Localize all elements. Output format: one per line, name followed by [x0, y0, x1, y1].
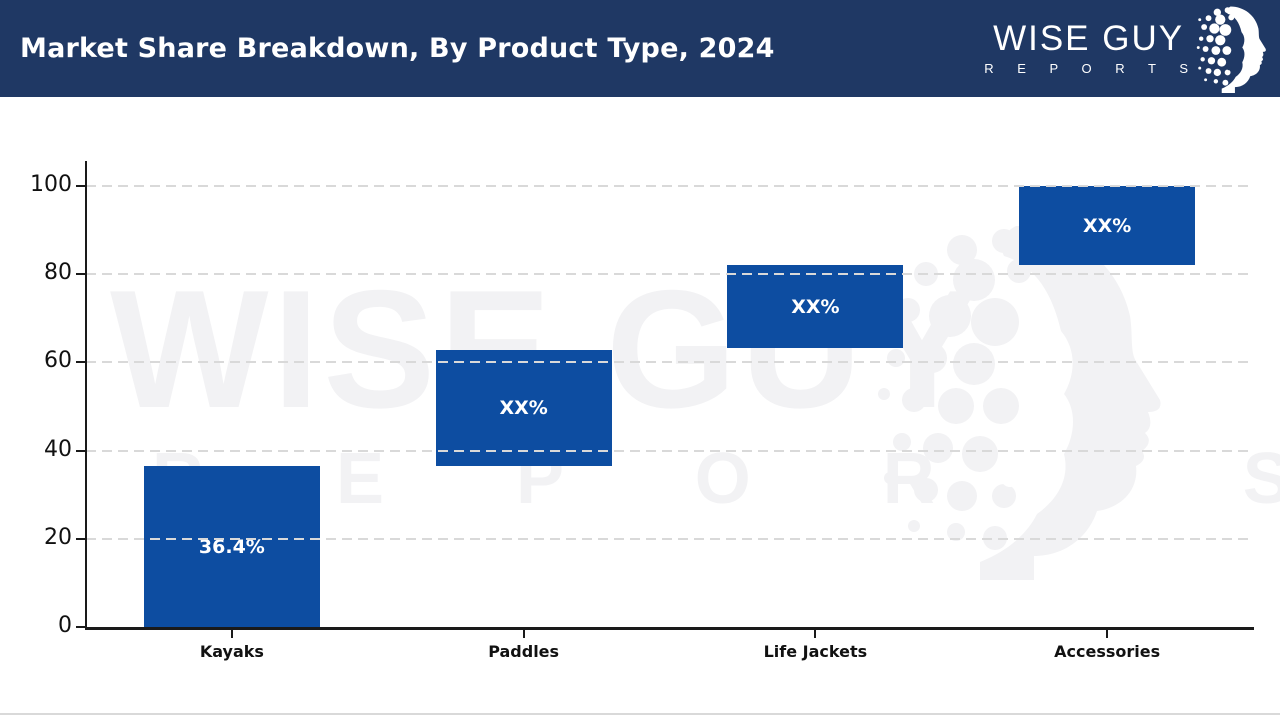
x-tick-1	[522, 630, 525, 638]
bar-paddles: XX%	[435, 350, 612, 467]
gridline-60	[86, 361, 1253, 364]
logo-text: WISE GUY R E P O R T S	[979, 21, 1198, 76]
y-tick-60	[76, 361, 86, 364]
y-tick-80	[76, 273, 86, 276]
bar-life-jackets: XX%	[727, 265, 904, 349]
logo-wordmark: WISE GUY	[993, 19, 1185, 58]
x-tick-0	[230, 630, 233, 638]
gridline-80	[86, 273, 1253, 276]
category-label-life-jackets: Life Jackets	[763, 642, 868, 661]
x-tick-2	[814, 630, 817, 638]
bar-value-label: XX%	[1082, 214, 1132, 237]
gridline-40	[86, 449, 1253, 452]
y-tick-label-0: 0	[58, 613, 72, 638]
wiseguy-logo: WISE GUY R E P O R T S	[979, 5, 1270, 93]
bar-kayaks: 36.4%	[143, 466, 320, 627]
bar-accessories: XX%	[1019, 186, 1196, 266]
y-tick-0	[76, 626, 86, 628]
chart-canvas: WISE GUY R E P O R T S 0 20 40 60 80 100 36.4%…	[0, 97, 1280, 715]
logo-head-icon	[1196, 5, 1266, 93]
category-label-kayaks: Kayaks	[199, 642, 264, 661]
gridline-100	[86, 185, 1253, 187]
y-tick-label-60: 60	[44, 348, 72, 374]
logo-subtitle: R E P O R T S	[984, 61, 1198, 76]
y-tick-100	[76, 185, 86, 187]
y-tick-label-100: 100	[30, 172, 72, 197]
y-tick-label-80: 80	[44, 260, 72, 286]
bar-value-label: XX%	[791, 295, 840, 318]
x-tick-3	[1106, 630, 1109, 638]
header-bar: Market Share Breakdown, By Product Type,…	[0, 0, 1280, 97]
y-tick-label-20: 20	[44, 524, 72, 550]
y-axis-line	[85, 161, 87, 630]
bottom-divider	[0, 713, 1280, 715]
category-label-accessories: Accessories	[1054, 642, 1161, 661]
y-tick-label-40: 40	[44, 436, 72, 462]
y-tick-20	[76, 537, 86, 540]
bar-value-label: XX%	[499, 397, 548, 420]
category-label-paddles: Paddles	[488, 642, 560, 661]
gridline-20	[86, 537, 1253, 540]
bar-value-label: 36.4%	[198, 535, 265, 558]
y-tick-40	[76, 449, 86, 452]
x-axis-line	[85, 627, 1254, 630]
chart-title: Market Share Breakdown, By Product Type,…	[20, 33, 775, 64]
